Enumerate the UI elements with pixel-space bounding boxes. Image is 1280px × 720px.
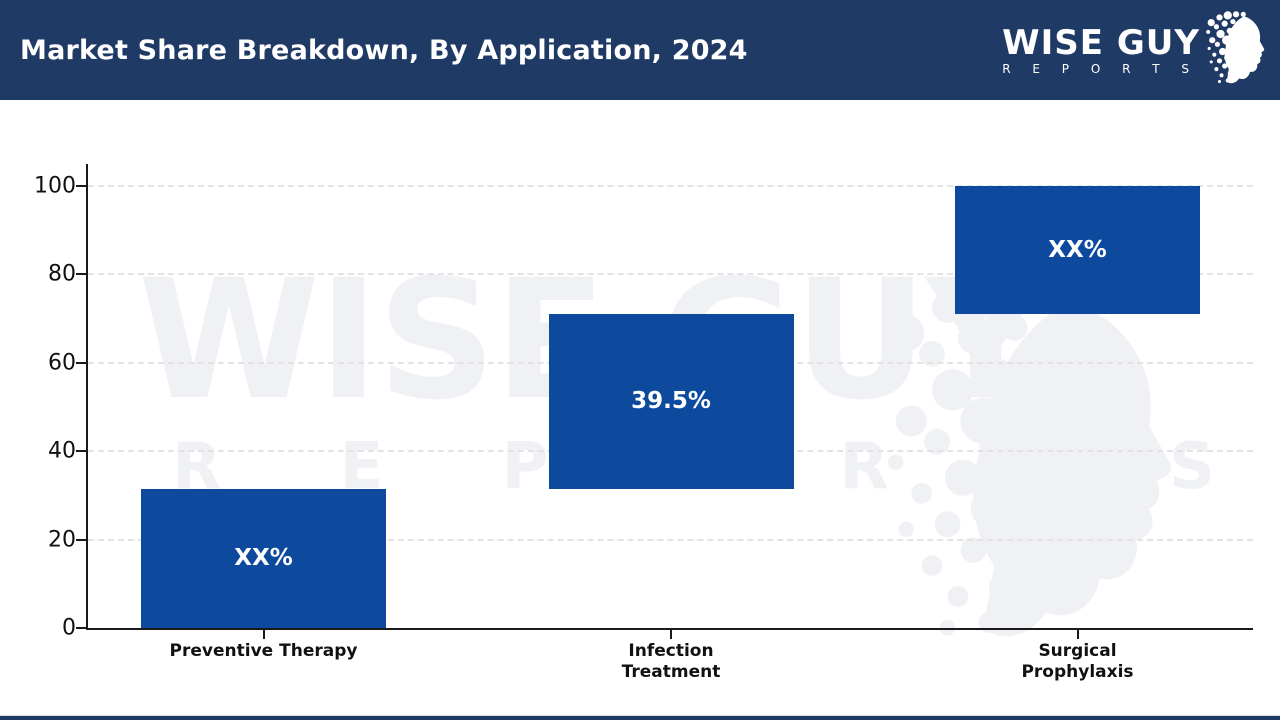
y-tick-mark: [76, 450, 87, 453]
y-tick-mark: [76, 273, 87, 276]
y-tick-label: 100: [34, 173, 76, 199]
header: Market Share Breakdown, By Application, …: [0, 0, 1280, 100]
y-tick-mark: [76, 361, 87, 364]
footer-hairline: [0, 715, 1280, 716]
wiseguy-logo: WISE GUY R E P O R T S: [1002, 11, 1266, 89]
y-axis-line: [86, 164, 88, 630]
y-tick-label: 0: [62, 615, 76, 641]
y-tick-label: 20: [48, 527, 76, 553]
x-tick-mark: [670, 630, 672, 639]
chart-plot-area: 0 20 40 60 80 100 XX% Preventive Therapy 39.5% In…: [0, 100, 1280, 716]
y-tick-mark: [76, 627, 87, 629]
logo-subtitle: R E P O R T S: [1002, 61, 1198, 76]
logo-wordmark: WISE GUY: [1002, 22, 1200, 63]
category-label: Infection Treatment: [621, 641, 721, 682]
gridline: [88, 185, 1253, 187]
category-label: Surgical Prophylaxis: [1021, 641, 1134, 682]
x-axis-line: [86, 628, 1253, 630]
y-tick-label: 60: [48, 350, 76, 376]
y-tick-mark: [76, 538, 87, 541]
y-tick-label: 80: [48, 261, 76, 287]
x-tick-mark: [1076, 630, 1079, 639]
logo-text: WISE GUY R E P O R T S: [1002, 26, 1200, 75]
y-tick-mark: [76, 185, 87, 187]
bar-value-label: XX%: [234, 545, 293, 572]
gridline: [88, 538, 1253, 541]
category-label: Preventive Therapy: [169, 641, 358, 661]
bar-value-label: XX%: [1048, 237, 1107, 264]
x-tick-mark: [262, 630, 265, 639]
bar: [141, 488, 386, 628]
bar-value-label: 39.5%: [631, 388, 711, 415]
logo-head-icon: [1204, 11, 1266, 89]
gridline: [88, 273, 1253, 276]
y-tick-label: 40: [48, 438, 76, 464]
page-title: Market Share Breakdown, By Application, …: [20, 34, 748, 66]
bar: [548, 314, 794, 489]
footer-accent-bar: [0, 716, 1280, 720]
